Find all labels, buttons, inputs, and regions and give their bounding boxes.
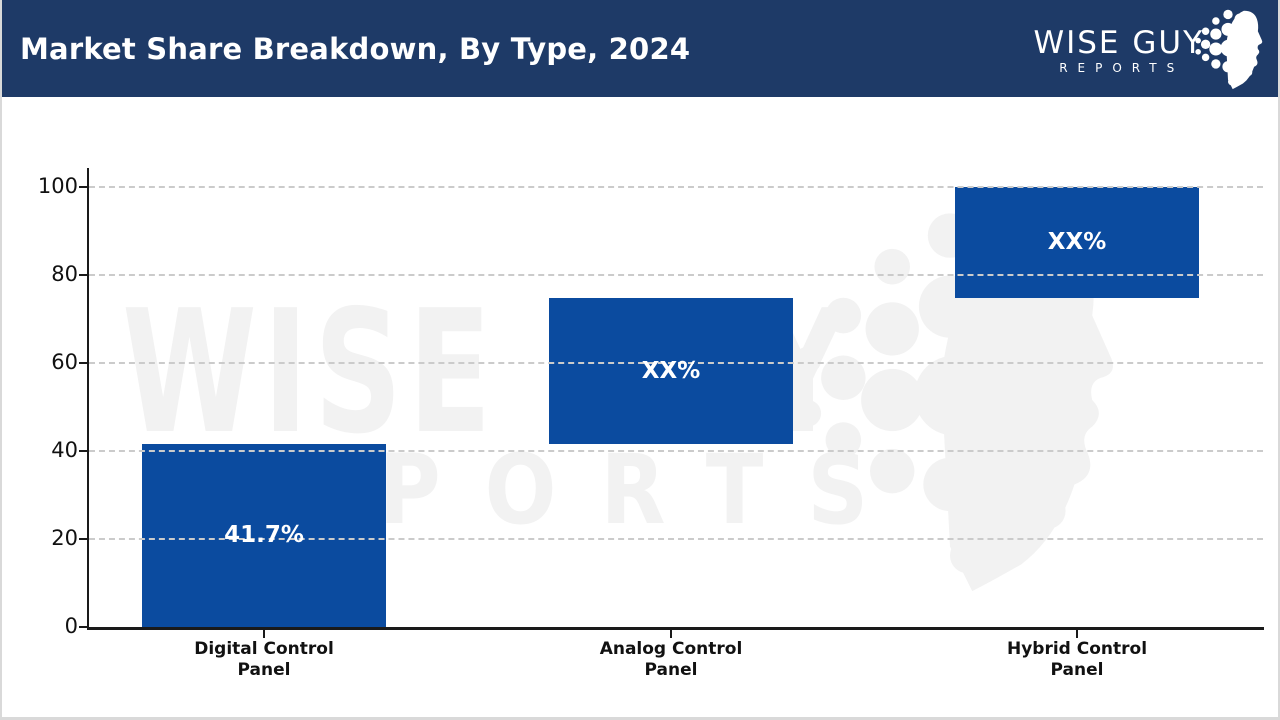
y-tick-label-80: 80 xyxy=(51,262,78,286)
y-tick-label-100: 100 xyxy=(37,174,78,198)
y-tick-label-60: 60 xyxy=(51,350,78,374)
y-tick-60 xyxy=(79,362,87,364)
bar-hybrid-control-panel xyxy=(955,187,1199,298)
wise-guy-reports-logo: WISE GUY REPORTS xyxy=(1033,7,1266,91)
bar-value-analog-control-panel: XX% xyxy=(641,357,701,384)
y-tick-label-0: 0 xyxy=(64,614,78,638)
logo-subtitle: REPORTS xyxy=(1059,60,1185,75)
y-tick-80 xyxy=(79,274,87,276)
y-tick-0 xyxy=(79,626,87,628)
y-tick-40 xyxy=(79,450,87,452)
x-category-digital-control-panel: Digital Control Panel xyxy=(194,639,334,681)
x-category-analog-control-panel: Analog Control Panel xyxy=(599,639,743,681)
y-axis-line xyxy=(87,168,89,629)
header-bar: Market Share Breakdown, By Type, 2024 WI… xyxy=(0,0,1280,97)
gridline-80 xyxy=(89,274,1263,276)
gridline-100 xyxy=(89,186,1263,188)
bar-digital-control-panel xyxy=(142,443,386,627)
x-tick-digital-control-panel xyxy=(263,630,265,638)
logo-text: WISE GUY REPORTS xyxy=(1033,24,1204,75)
y-tick-100 xyxy=(79,186,87,188)
head-dots-logo-icon xyxy=(1195,9,1263,89)
bar-value-digital-control-panel: 41.7% xyxy=(224,522,304,549)
gridline-60 xyxy=(89,362,1263,364)
y-tick-label-20: 20 xyxy=(51,526,78,550)
x-tick-hybrid-control-panel xyxy=(1076,630,1078,638)
x-axis-line xyxy=(87,627,1264,630)
bar-analog-control-panel xyxy=(549,297,793,444)
logo-wordmark: WISE GUY xyxy=(1033,24,1204,61)
page-title: Market Share Breakdown, By Type, 2024 xyxy=(20,31,691,66)
x-category-hybrid-control-panel: Hybrid Control Panel xyxy=(1006,639,1148,681)
bar-value-hybrid-control-panel: XX% xyxy=(1047,229,1107,256)
gridline-20 xyxy=(89,538,1263,540)
head-dots-watermark-icon xyxy=(794,213,1113,592)
y-tick-label-40: 40 xyxy=(51,438,78,462)
x-tick-analog-control-panel xyxy=(670,630,672,638)
y-tick-20 xyxy=(79,538,87,540)
gridline-40 xyxy=(89,450,1263,452)
